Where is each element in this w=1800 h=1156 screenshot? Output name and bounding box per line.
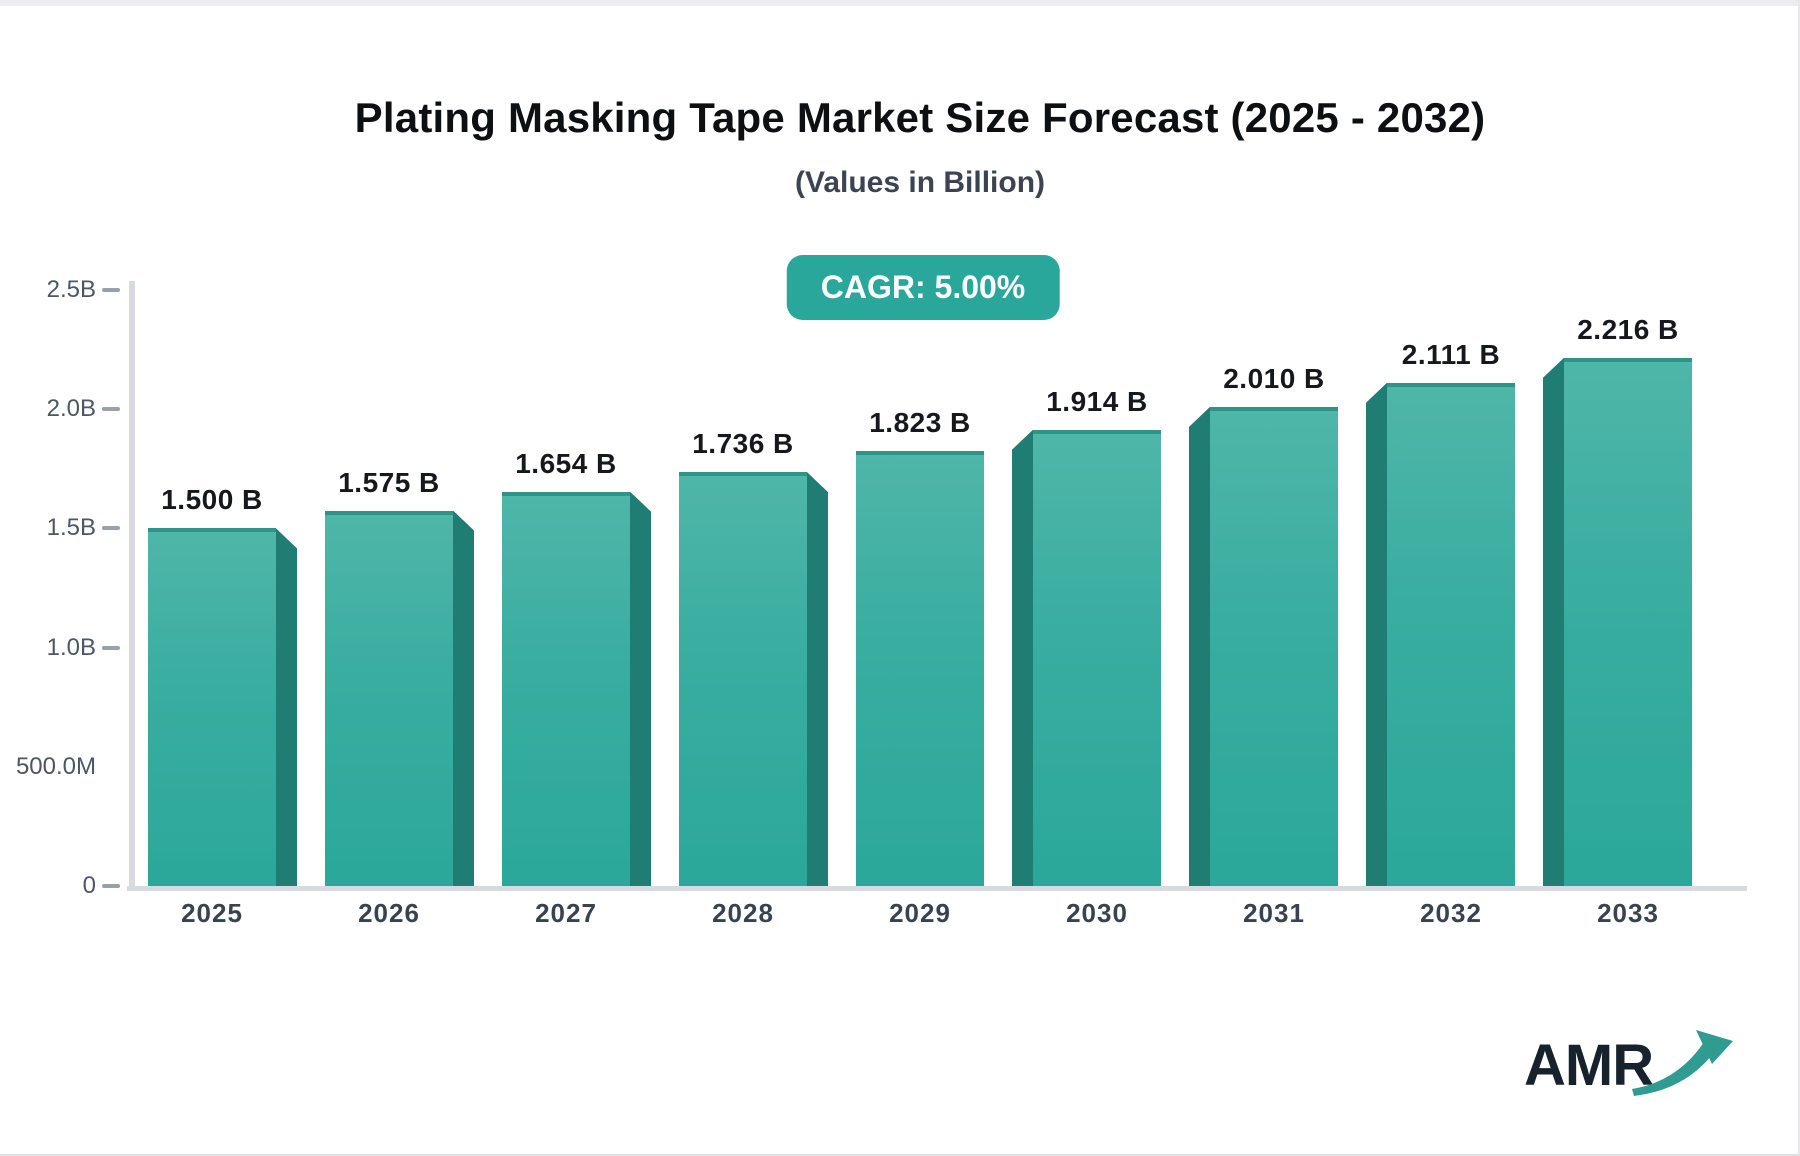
y-tick-label: 1.0B [46,633,96,661]
bar-2030: 1.914 B [1012,386,1161,886]
y-axis-line [129,281,135,891]
chart-title: Plating Masking Tape Market Size Forecas… [354,94,1486,141]
x-tick-label: 2027 [535,898,597,928]
bar-side-shading [1189,406,1210,886]
y-tick-dash [102,526,120,531]
bar-face [856,451,984,886]
bar-value-label: 2.111 B [1401,338,1501,370]
bar-face [679,472,807,886]
bar-2032: 2.111 B [1366,339,1515,886]
bar-value-label: 1.500 B [161,484,263,516]
bar-face [1564,357,1692,886]
y-tick-dash [102,884,120,888]
bar-side-shading [630,491,651,886]
bar-face [148,528,276,886]
bar-value-label: 1.736 B [692,428,794,460]
bar-2029: 1.823 B [856,407,984,886]
y-tick-dash [102,407,120,412]
x-tick-label: 2029 [889,898,951,928]
bar-face [1033,429,1161,886]
bar-2025: 1.500 B [148,484,297,886]
bar-2031: 2.010 B [1189,363,1338,886]
bar-value-label: 1.575 B [338,466,440,498]
x-axis-line [127,886,1747,891]
y-tick-dash [102,288,120,292]
bar-face [502,491,630,886]
bar-value-label: 1.654 B [515,447,617,479]
y-tick-label: 2.0B [46,395,96,423]
x-tick-label: 2025 [181,898,243,928]
x-tick-label: 2032 [1420,898,1482,928]
x-tick-label: 2026 [358,898,420,928]
y-tick-label: 2.5B [46,276,96,303]
bar-side-shading [807,472,828,886]
bar-2033: 2.216 B [1543,314,1692,886]
bar-value-label: 1.823 B [869,407,971,439]
bar-face [325,510,453,886]
cagr-badge: CAGR: 5.00% [786,255,1060,320]
amr-logo-text: AMR [1524,1033,1654,1098]
bar-side-shading [276,528,297,886]
x-tick-label: 2028 [712,898,774,928]
bar-side-shading [1012,429,1033,886]
bar-2027: 1.654 B [502,448,651,886]
bar-2026: 1.575 B [325,467,474,886]
chart-subtitle: (Values in Billion) [794,166,1046,199]
bar-value-label: 1.914 B [1046,385,1148,417]
x-tick-label: 2031 [1243,898,1305,928]
bar-face [1387,382,1515,886]
amr-logo-arrow-icon [1632,1030,1733,1096]
x-tick-label: 2030 [1066,898,1128,928]
x-tick-label: 2033 [1597,898,1659,928]
bar-2028: 1.736 B [679,428,828,886]
bar-face [1210,406,1338,886]
bar-value-label: 2.216 B [1577,313,1679,345]
bar-value-label: 2.010 B [1223,362,1325,394]
bar-side-shading [1366,382,1387,886]
y-tick-dash [102,645,120,650]
y-tick-label: 1.5B [46,514,96,542]
bar-side-shading [453,510,474,886]
y-tick-label: 0 [82,872,96,899]
page-top-strip [0,0,1798,6]
y-tick-label: 500.0M [15,752,96,780]
bar-side-shading [1543,357,1564,886]
amr-logo: AMR [1524,1030,1733,1122]
